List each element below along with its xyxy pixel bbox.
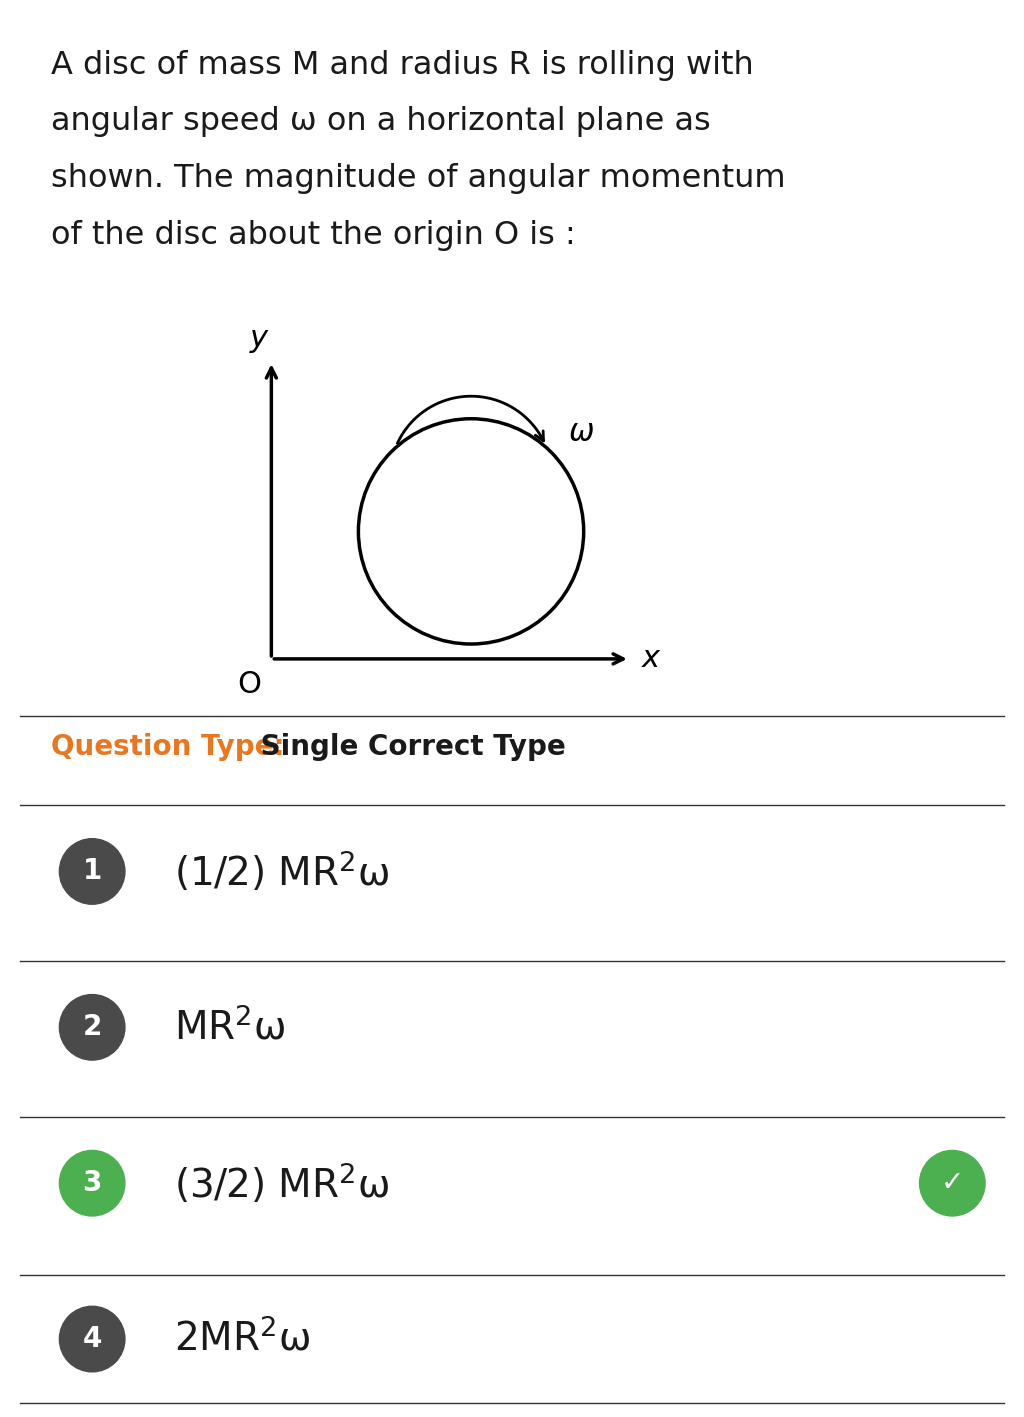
Ellipse shape (59, 1306, 125, 1372)
Text: 3: 3 (83, 1169, 101, 1197)
Text: A disc of mass M and radius R is rolling with: A disc of mass M and radius R is rolling… (51, 50, 754, 81)
Ellipse shape (59, 1151, 125, 1216)
Text: ✓: ✓ (941, 1169, 964, 1197)
Text: (3/2) MR$^2$ω: (3/2) MR$^2$ω (174, 1161, 389, 1206)
Text: Question Type:: Question Type: (51, 733, 285, 761)
Text: 4: 4 (83, 1325, 101, 1353)
Text: O: O (237, 670, 261, 699)
Text: Single Correct Type: Single Correct Type (251, 733, 565, 761)
Text: angular speed ω on a horizontal plane as: angular speed ω on a horizontal plane as (51, 106, 711, 137)
Text: y: y (250, 324, 268, 353)
Text: MR$^2$ω: MR$^2$ω (174, 1007, 286, 1047)
Text: ω: ω (568, 418, 594, 446)
Text: x: x (642, 645, 660, 673)
Text: 2: 2 (83, 1013, 101, 1041)
Ellipse shape (59, 995, 125, 1060)
Text: 2MR$^2$ω: 2MR$^2$ω (174, 1319, 310, 1359)
Ellipse shape (59, 839, 125, 904)
Text: of the disc about the origin O is :: of the disc about the origin O is : (51, 220, 575, 251)
Text: (1/2) MR$^2$ω: (1/2) MR$^2$ω (174, 849, 389, 894)
Text: 1: 1 (83, 857, 101, 886)
Text: shown. The magnitude of angular momentum: shown. The magnitude of angular momentum (51, 163, 785, 194)
Ellipse shape (920, 1151, 985, 1216)
